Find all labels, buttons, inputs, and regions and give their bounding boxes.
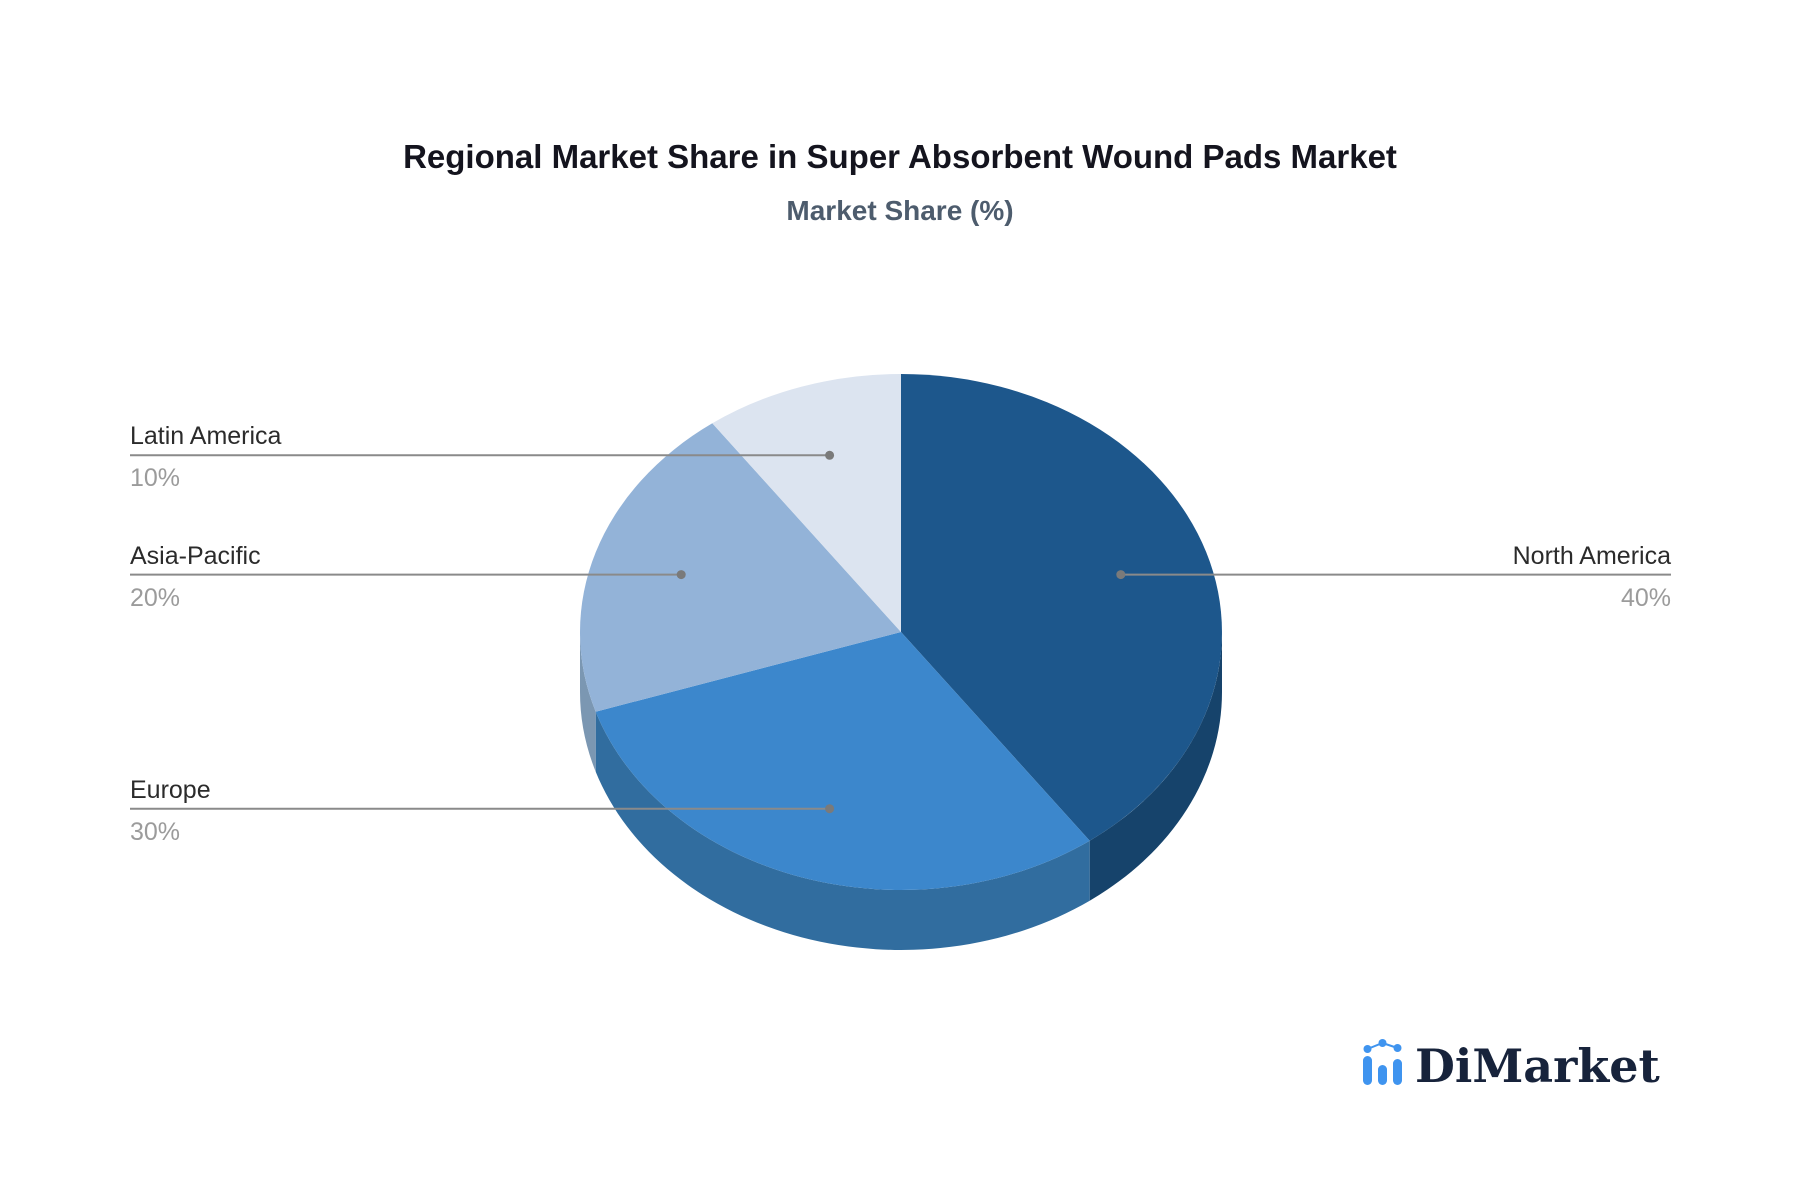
pie-slice-side-north-america: [1089, 632, 1222, 901]
pie-slice-side-europe: [595, 711, 1090, 950]
leader-dot-latin-america: [825, 450, 835, 460]
logo-bar: [1393, 1059, 1402, 1085]
bar-line-chart-logo-icon: [1363, 1039, 1402, 1085]
leader-dot-europe: [825, 804, 835, 814]
slice-label-asia-pacific: Asia-Pacific: [130, 541, 261, 570]
leader-dot-asia-pacific: [676, 570, 686, 580]
logo-dot: [1363, 1045, 1372, 1053]
pie-slice-side-asia-pacific: [580, 632, 596, 772]
logo-bar: [1363, 1056, 1372, 1085]
chart-subtitle: Market Share (%): [786, 195, 1014, 226]
slice-percent-europe: 30%: [130, 817, 181, 846]
slice-label-latin-america: Latin America: [130, 422, 282, 451]
slice-percent-latin-america: 10%: [130, 464, 181, 493]
pie-slice-europe[interactable]: [595, 632, 1090, 890]
logo-dot: [1393, 1044, 1402, 1052]
pie-slice-asia-pacific[interactable]: [580, 423, 901, 712]
pie-slice-north-america[interactable]: [901, 374, 1222, 841]
leader-dot-north-america: [1116, 570, 1126, 580]
pie-slice-latin-america[interactable]: [712, 374, 901, 632]
slice-percent-north-america: 40%: [1620, 583, 1671, 612]
slice-label-north-america: North America: [1512, 541, 1671, 570]
slice-label-europe: Europe: [130, 775, 211, 804]
logo-bar: [1378, 1065, 1387, 1085]
slice-percent-asia-pacific: 20%: [130, 583, 181, 612]
brand-logo: DiMarket: [1356, 1038, 1660, 1090]
chart-title: Regional Market Share in Super Absorbent…: [403, 138, 1397, 175]
logo-dot: [1378, 1039, 1387, 1047]
brand-logo-text: DiMarket: [1415, 1039, 1660, 1093]
